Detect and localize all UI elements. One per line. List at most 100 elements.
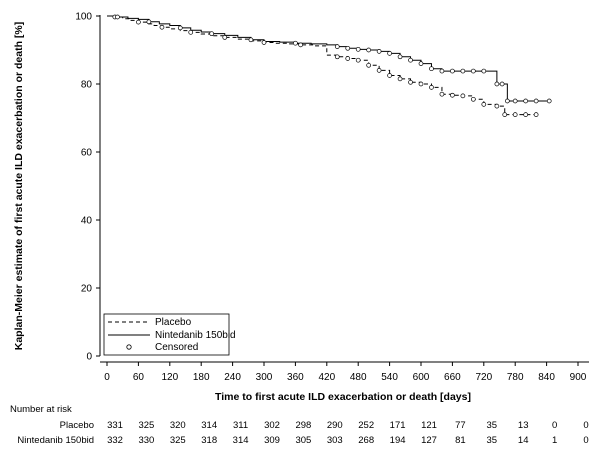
x-tick-label: 120 <box>161 372 178 383</box>
risk-value: 252 <box>358 420 374 431</box>
censor-marker <box>505 98 510 104</box>
risk-value: 1 <box>552 435 557 446</box>
risk-value: 268 <box>358 435 374 446</box>
x-tick-label: 360 <box>287 372 304 383</box>
censor-marker <box>222 35 228 40</box>
risk-value: 121 <box>421 420 437 431</box>
y-tick-label: 40 <box>81 216 93 227</box>
risk-value: 127 <box>421 435 437 446</box>
censor-marker <box>397 76 403 82</box>
risk-value: 302 <box>264 420 280 431</box>
risk-value: 314 <box>233 435 249 446</box>
censor-marker <box>470 96 476 102</box>
censor-marks <box>112 14 552 117</box>
y-tick-label: 20 <box>81 284 93 295</box>
censor-marker <box>387 73 392 78</box>
censor-marker <box>512 112 518 117</box>
censor-marker <box>523 98 529 104</box>
censor-marker <box>355 46 361 52</box>
censor-marker <box>523 112 529 117</box>
risk-value: 330 <box>138 435 154 446</box>
risk-row-label-nintedanib: Nintedanib 150bid <box>17 435 94 446</box>
censor-marker <box>334 54 340 60</box>
risk-value: 332 <box>107 435 123 446</box>
censor-marker <box>345 56 351 61</box>
x-tick-label: 300 <box>256 372 273 383</box>
risk-value: 318 <box>201 435 217 446</box>
x-tick-label: 0 <box>104 372 110 383</box>
x-tick-label: 60 <box>133 372 145 383</box>
censor-marker <box>450 68 455 74</box>
x-tick-label: 720 <box>475 372 492 383</box>
censor-marker <box>494 81 500 87</box>
censor-marker <box>209 31 215 37</box>
censor-marker <box>533 98 539 104</box>
risk-value: 320 <box>170 420 186 431</box>
risk-value: 0 <box>583 435 588 446</box>
censor-marker <box>387 51 392 56</box>
censor-marker <box>146 19 152 25</box>
censor-marker <box>408 57 413 63</box>
risk-value: 303 <box>327 435 343 446</box>
risk-value: 194 <box>390 435 406 446</box>
risk-value: 0 <box>552 420 557 431</box>
axes <box>99 15 589 363</box>
censor-marker <box>298 42 303 48</box>
censor-marker <box>439 91 445 97</box>
risk-value: 14 <box>518 435 529 446</box>
censor-marker <box>429 66 434 72</box>
x-tick-label: 180 <box>193 372 210 383</box>
risk-value: 331 <box>107 420 123 431</box>
x-axis-ticks: 0 60 120 180 240 300 360 420 480 540 600 660 720 780 8… <box>104 362 587 383</box>
survival-curves <box>107 15 550 116</box>
censor-marker <box>418 61 424 66</box>
risk-values: 331 325 320 314 311 302 298 290 252 171 121 77 35 13 0… <box>107 420 589 446</box>
censor-marker <box>512 98 518 104</box>
censor-marker <box>366 47 372 53</box>
censor-marker <box>334 44 340 49</box>
x-tick-label: 540 <box>381 372 398 383</box>
risk-value: 311 <box>233 420 248 431</box>
censor-marker <box>533 112 539 117</box>
legend-label-nintedanib: Nintedanib 150bid <box>155 330 236 341</box>
risk-value: 0 <box>583 420 588 431</box>
x-axis-title: Time to first acute ILD exacerbation or … <box>215 391 471 403</box>
risk-value: 309 <box>264 435 280 446</box>
censor-marker <box>470 68 476 74</box>
y-axis-ticks: 0 20 40 60 80 100 <box>75 12 100 363</box>
censor-marker <box>355 57 361 63</box>
censor-marker <box>188 29 194 35</box>
y-tick-label: 100 <box>75 12 92 23</box>
censor-marker <box>460 68 466 74</box>
risk-value: 35 <box>487 435 498 446</box>
censor-marker <box>115 14 120 20</box>
risk-value: 35 <box>487 420 498 431</box>
censor-marker <box>450 92 455 98</box>
y-tick-label: 80 <box>81 80 93 91</box>
legend: Placebo Nintedanib 150bid Censored <box>103 313 236 356</box>
censor-marker <box>376 49 382 54</box>
x-tick-label: 600 <box>413 372 430 383</box>
censor-marker <box>408 79 413 85</box>
censor-marker <box>136 19 141 25</box>
risk-value: 13 <box>518 420 529 431</box>
risk-value: 81 <box>455 435 466 446</box>
censor-marker <box>460 93 466 99</box>
risk-value: 171 <box>390 420 406 431</box>
censor-marker <box>159 24 165 30</box>
legend-censored-marker <box>126 344 132 350</box>
legend-label-placebo: Placebo <box>155 317 192 328</box>
x-tick-label: 660 <box>444 372 461 383</box>
censor-marker <box>177 25 183 31</box>
censor-marker <box>293 40 298 46</box>
risk-value: 325 <box>138 420 154 431</box>
censor-marker <box>499 81 505 87</box>
risk-row-label-placebo: Placebo <box>60 420 94 431</box>
number-at-risk-table: Number at risk Placebo Nintedanib 150bid… <box>10 404 589 446</box>
y-axis-title: Kaplan-Meier estimate of first acute ILD… <box>13 22 25 351</box>
censor-marker <box>248 37 254 43</box>
risk-value: 290 <box>327 420 343 431</box>
censor-marker <box>376 68 382 73</box>
censor-marker <box>397 54 403 60</box>
